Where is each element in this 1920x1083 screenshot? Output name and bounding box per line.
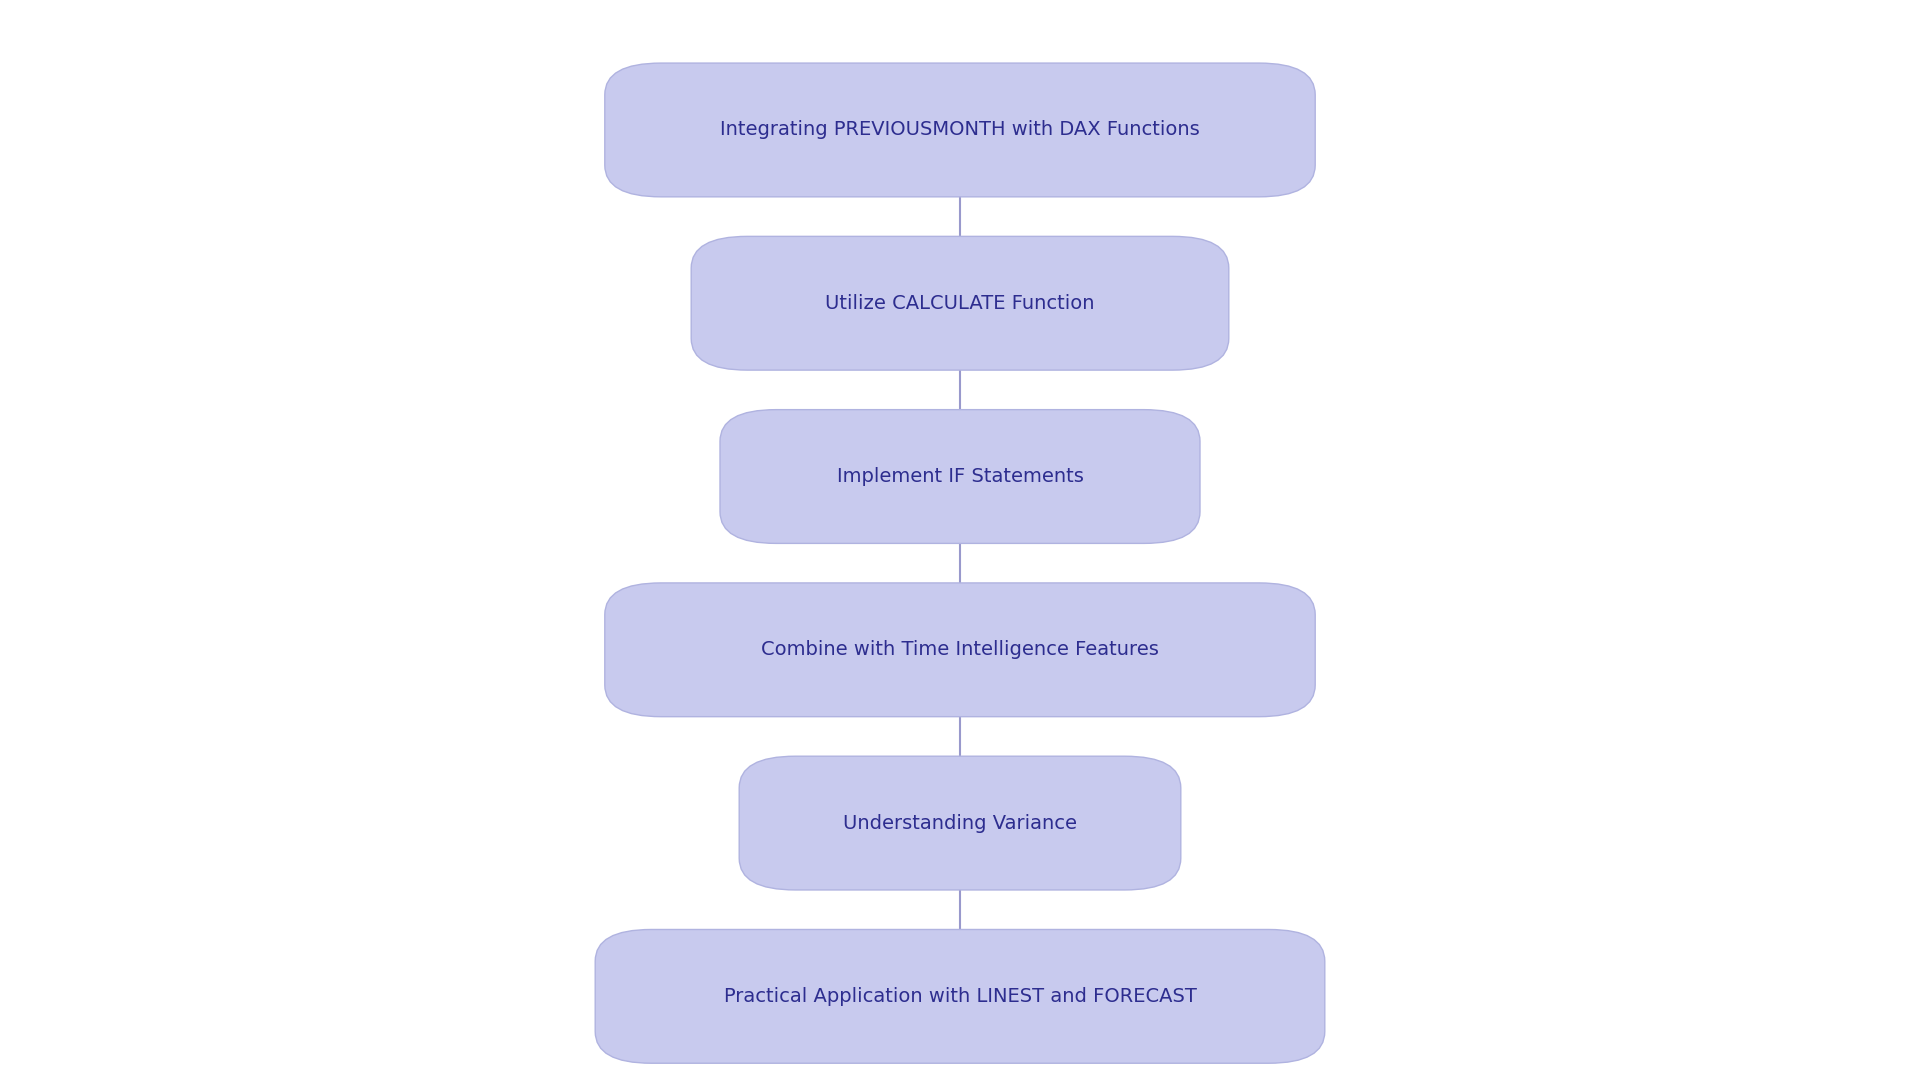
Text: Integrating PREVIOUSMONTH with DAX Functions: Integrating PREVIOUSMONTH with DAX Funct…	[720, 120, 1200, 140]
Text: Practical Application with LINEST and FORECAST: Practical Application with LINEST and FO…	[724, 987, 1196, 1006]
FancyBboxPatch shape	[720, 409, 1200, 544]
Text: Understanding Variance: Understanding Variance	[843, 813, 1077, 833]
FancyBboxPatch shape	[739, 756, 1181, 890]
FancyBboxPatch shape	[691, 236, 1229, 370]
FancyBboxPatch shape	[605, 63, 1315, 197]
FancyBboxPatch shape	[605, 583, 1315, 717]
Text: Implement IF Statements: Implement IF Statements	[837, 467, 1083, 486]
Text: Combine with Time Intelligence Features: Combine with Time Intelligence Features	[760, 640, 1160, 660]
FancyBboxPatch shape	[595, 929, 1325, 1064]
Text: Utilize CALCULATE Function: Utilize CALCULATE Function	[826, 293, 1094, 313]
